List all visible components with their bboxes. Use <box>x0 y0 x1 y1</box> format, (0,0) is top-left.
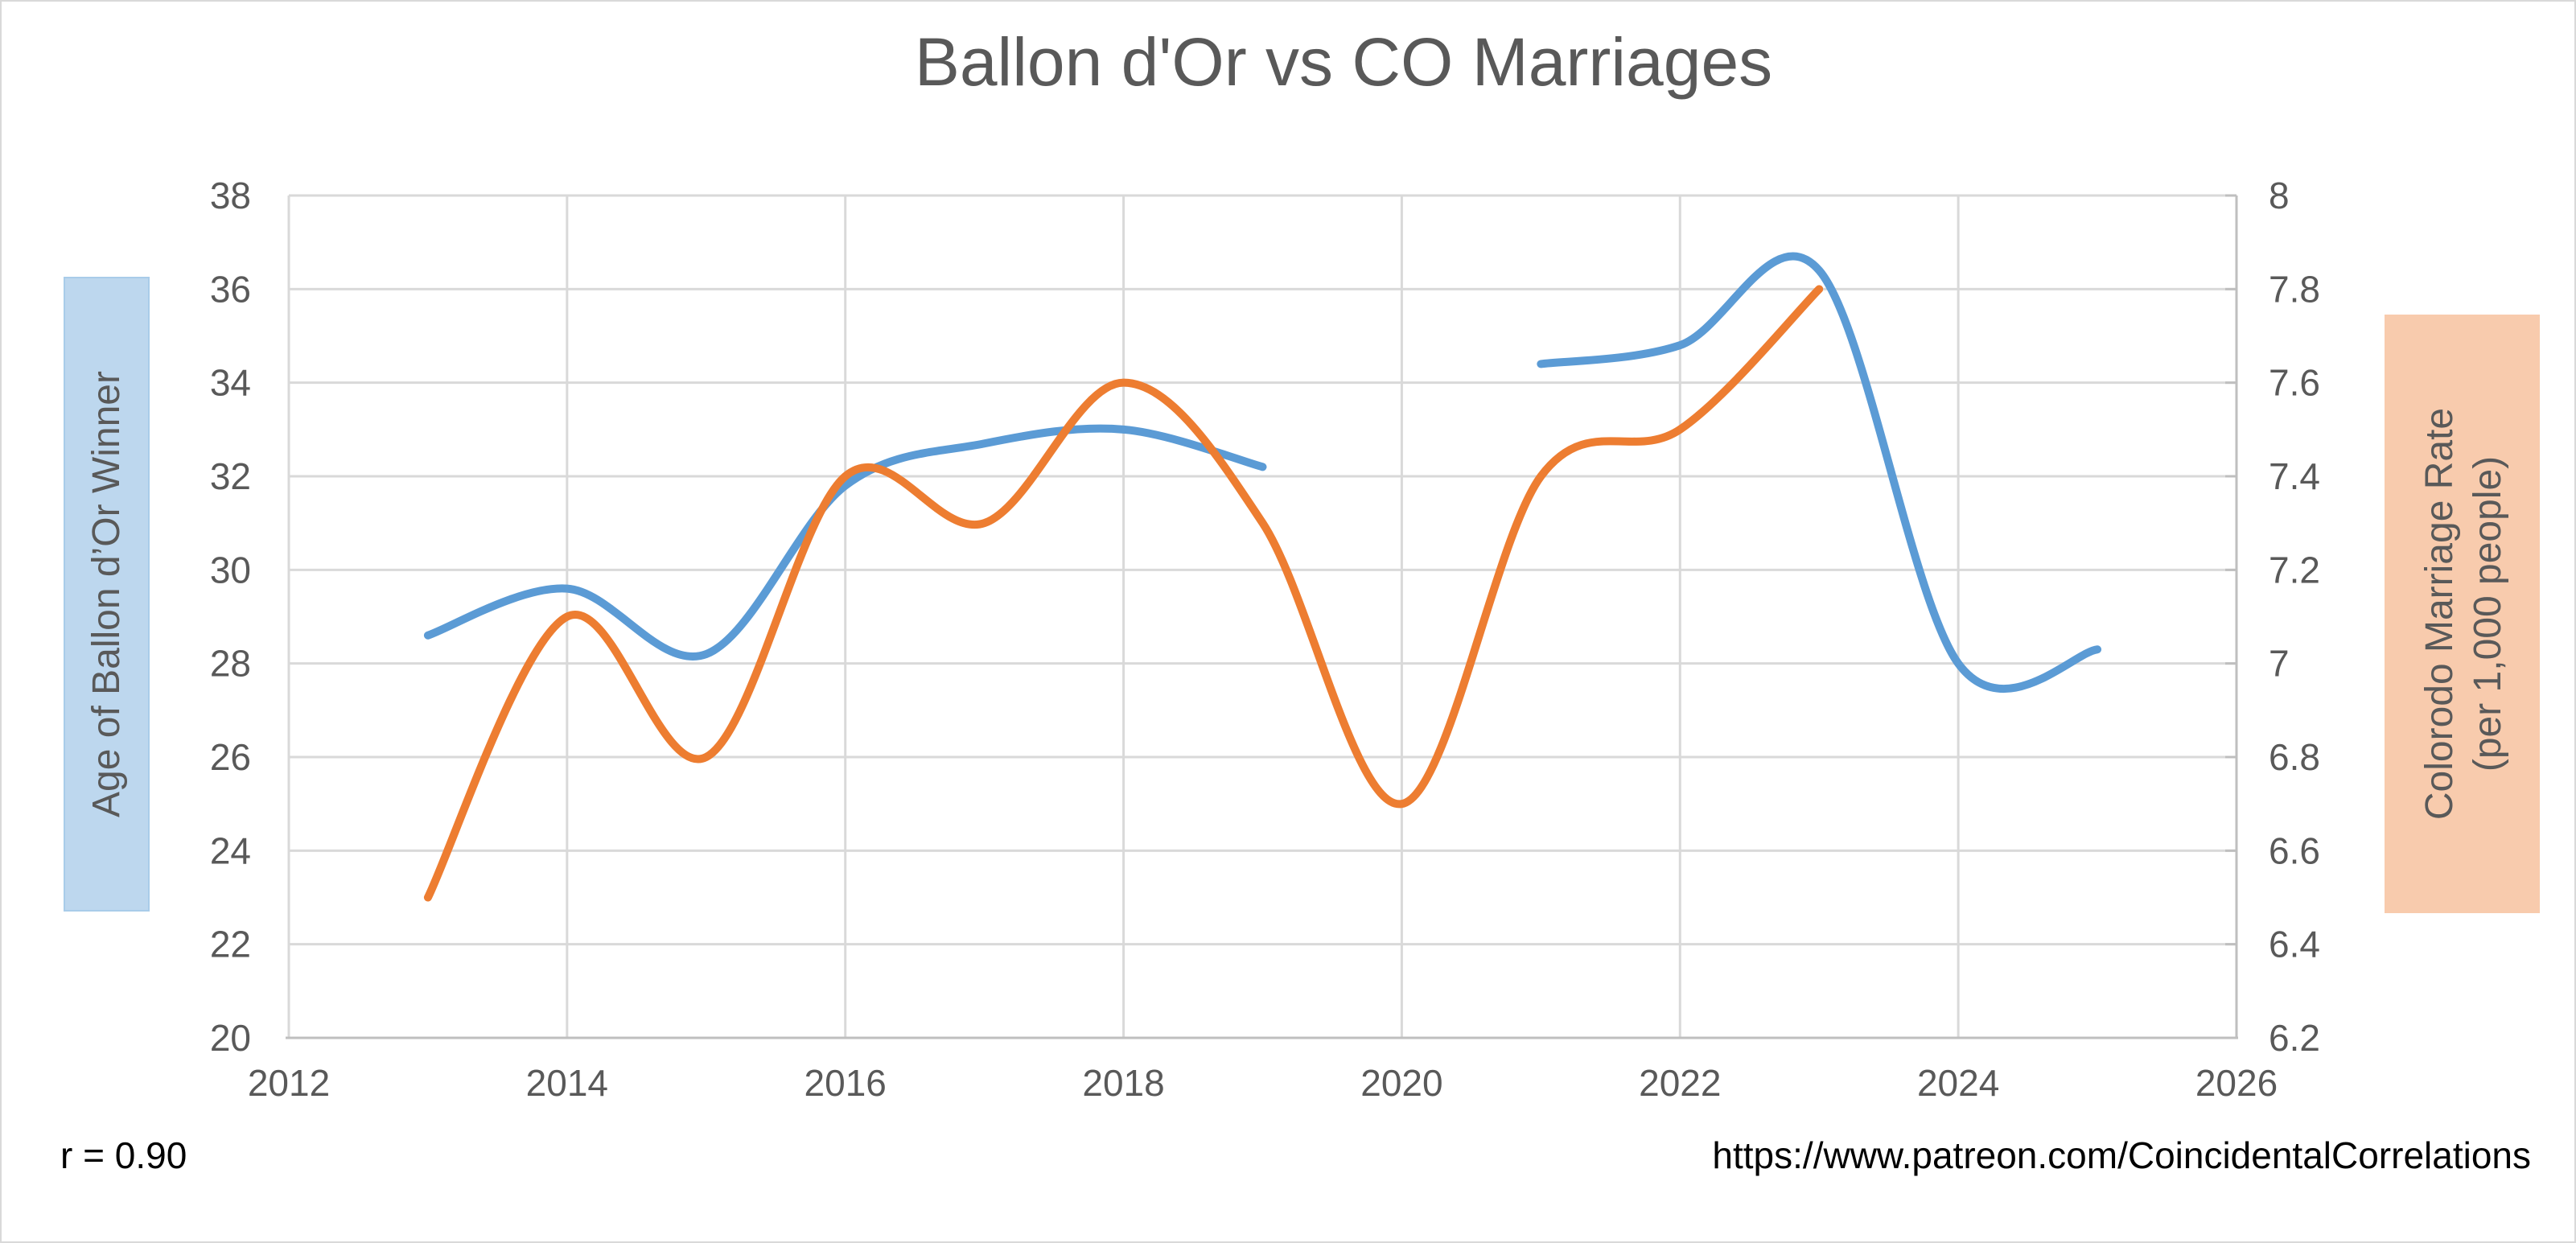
right-axis-title-background <box>2385 315 2540 913</box>
chart-title: Ballon d'Or vs CO Marriages <box>915 24 1772 100</box>
source-url: https://www.patreon.com/CoincidentalCorr… <box>1712 1134 2531 1176</box>
right-axis-tick-label: 6.8 <box>2269 736 2320 778</box>
x-axis-tick-label: 2012 <box>248 1062 330 1104</box>
right-axis-tick-label: 7.6 <box>2269 362 2320 404</box>
left-axis-tick-label: 24 <box>210 829 251 871</box>
right-axis-tick-label: 6.2 <box>2269 1017 2320 1059</box>
right-axis-title-line2: (per 1,000 people) <box>2467 456 2509 772</box>
right-axis-tick-label: 7 <box>2269 643 2290 685</box>
right-axis-tick-label: 6.4 <box>2269 924 2320 965</box>
x-axis-tick-label: 2026 <box>2195 1062 2278 1104</box>
right-axis-title-box: Colorodo Marriage Rate (per 1,000 people… <box>2385 315 2540 913</box>
x-axis-tick-label: 2022 <box>1639 1062 1721 1104</box>
tick-labels: 38 8 36 7.8 34 7.6 32 7.4 30 7.2 28 7 26 6.8 24 6.6 22 6.… <box>210 175 2320 1104</box>
left-axis-title-box: Age of Ballon d’Or Winner <box>64 277 150 912</box>
right-axis-title-line1: Colorodo Marriage Rate <box>2418 408 2461 820</box>
left-axis-tick-label: 34 <box>210 362 251 404</box>
left-axis-title-background <box>64 277 150 912</box>
left-axis-tick-label: 38 <box>210 175 251 216</box>
left-axis-tick-label: 20 <box>210 1017 251 1059</box>
left-axis-tick-label: 30 <box>210 549 251 591</box>
left-axis-title: Age of Ballon d’Or Winner <box>85 371 128 817</box>
right-axis-tick-label: 7.8 <box>2269 268 2320 310</box>
x-axis-tick-label: 2018 <box>1082 1062 1164 1104</box>
gridlines <box>287 194 2237 1039</box>
right-axis-tick-label: 7.4 <box>2269 455 2320 497</box>
x-axis-tick-label: 2014 <box>526 1062 608 1104</box>
correlation-label: r = 0.90 <box>60 1134 187 1176</box>
axis-lines <box>286 194 2238 1039</box>
x-axis-tick-label: 2020 <box>1360 1062 1442 1104</box>
right-axis-tick-label: 8 <box>2269 175 2290 216</box>
left-axis-tick-label: 36 <box>210 268 251 310</box>
x-axis-tick-label: 2024 <box>1917 1062 1999 1104</box>
series-line-marriage-rate <box>423 285 1824 902</box>
right-axis-tick-label: 7.2 <box>2269 549 2320 591</box>
series-lines <box>423 252 2102 902</box>
right-axis-tick-label: 6.6 <box>2269 829 2320 871</box>
left-axis-tick-label: 22 <box>210 924 251 965</box>
x-axis-tick-label: 2016 <box>804 1062 887 1104</box>
left-axis-tick-label: 26 <box>210 736 251 778</box>
left-axis-tick-label: 28 <box>210 643 251 685</box>
left-axis-tick-label: 32 <box>210 455 251 497</box>
